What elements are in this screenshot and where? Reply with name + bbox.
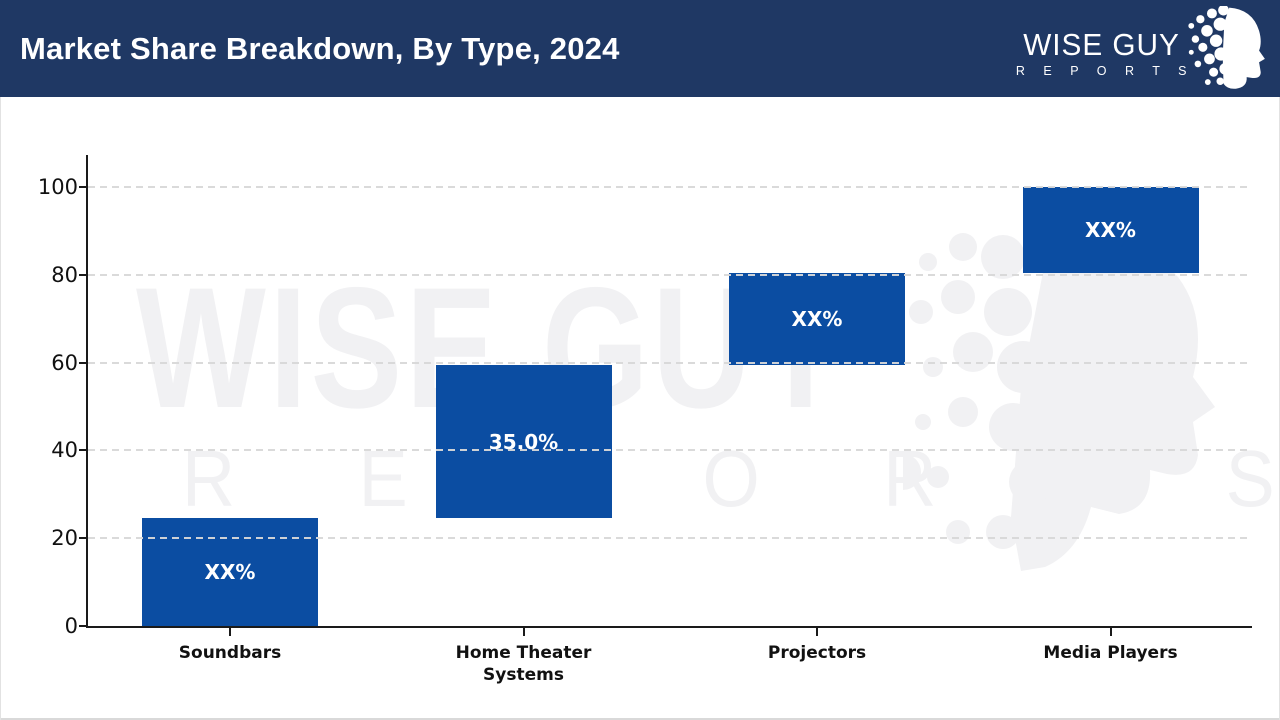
plot-area: WISE GUY R E P O R T S 0 20 40 60 80 100 XX% 35… xyxy=(0,97,1280,720)
bar-segment-home-theater-systems: 35.0% xyxy=(435,364,612,519)
ytick-label-100: 100 xyxy=(37,175,78,199)
header-band: Market Share Breakdown, By Type, 2024 WI… xyxy=(0,0,1280,97)
gridline-y60 xyxy=(88,361,1250,364)
ytick-mark-100 xyxy=(79,186,87,188)
bar-value-label: XX% xyxy=(204,560,256,585)
xtick-mark-1 xyxy=(229,628,231,636)
ytick-mark-0 xyxy=(79,625,87,627)
bar-segment-soundbars: XX% xyxy=(142,518,318,626)
xtick-label-2: Home Theater Systems xyxy=(455,643,592,686)
ytick-label-20: 20 xyxy=(51,526,78,551)
x-axis-spine xyxy=(86,626,1252,628)
ytick-mark-20 xyxy=(79,537,87,540)
ytick-mark-40 xyxy=(79,449,87,452)
gridline-y40 xyxy=(88,449,1250,452)
gridline-y100 xyxy=(88,186,1250,188)
bar-segment-projectors: XX% xyxy=(729,272,905,365)
xtick-mark-3 xyxy=(816,628,818,636)
y-axis-spine xyxy=(86,155,88,628)
logo-text: WISE GUY R E P O R T S xyxy=(1010,27,1194,78)
gridline-y80 xyxy=(88,273,1250,276)
bottom-border-line xyxy=(0,718,1280,720)
xtick-label-1: Soundbars xyxy=(178,643,282,663)
page-title: Market Share Breakdown, By Type, 2024 xyxy=(20,30,620,66)
bar-segment-media-players: XX% xyxy=(1022,187,1199,273)
xtick-mark-4 xyxy=(1109,628,1112,636)
ytick-label-80: 80 xyxy=(51,262,78,287)
ytick-mark-80 xyxy=(79,273,87,276)
left-border-line xyxy=(0,97,1,720)
xtick-label-4: Media Players xyxy=(1043,643,1178,663)
logo-name: WISE GUY xyxy=(1023,26,1181,62)
logo-subname: R E P O R T S xyxy=(1015,63,1194,78)
ytick-mark-60 xyxy=(79,361,87,364)
gridline-y20 xyxy=(88,537,1250,540)
ytick-label-40: 40 xyxy=(51,438,78,463)
bar-value-label: XX% xyxy=(791,306,843,331)
xtick-label-3: Projectors xyxy=(767,643,867,663)
ytick-label-60: 60 xyxy=(51,350,78,375)
xtick-mark-2 xyxy=(522,628,525,636)
ytick-label-0: 0 xyxy=(64,614,78,638)
dotted-head-profile-icon xyxy=(1188,6,1265,89)
bar-value-label: XX% xyxy=(1085,217,1136,242)
wise-guy-reports-logo: WISE GUY R E P O R T S xyxy=(1010,6,1268,92)
dotted-head-profile-watermark xyxy=(903,226,1215,571)
